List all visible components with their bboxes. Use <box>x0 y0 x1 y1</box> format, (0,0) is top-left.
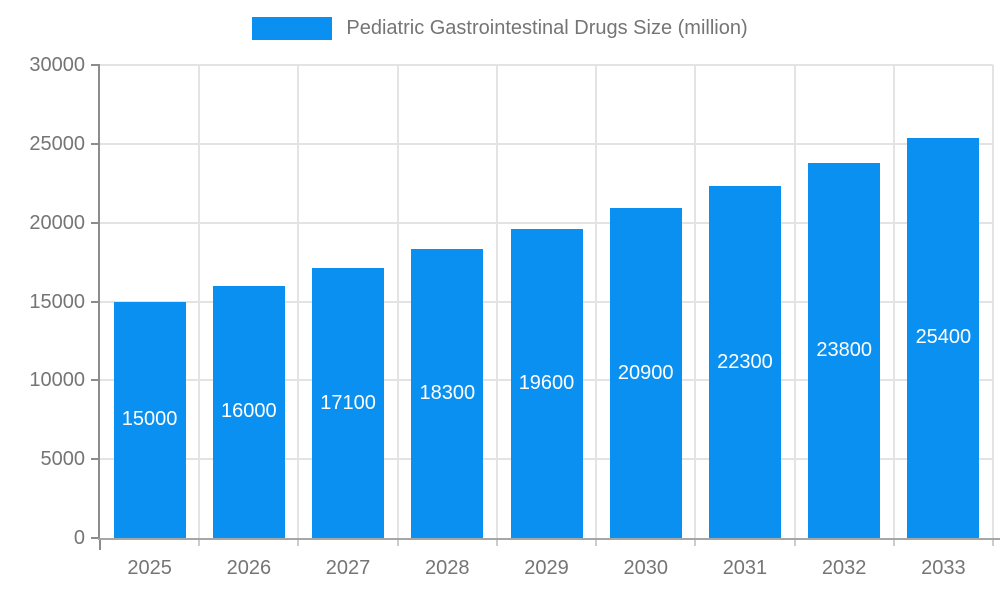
x-axis-label: 2031 <box>722 557 768 579</box>
y-gridline <box>100 142 993 145</box>
x-axis-label: 2029 <box>524 557 569 579</box>
y-axis-label: 20000 <box>29 211 85 234</box>
x-axis-label: 2025 <box>127 557 172 579</box>
x-axis-line <box>98 538 1000 540</box>
y-tick <box>91 537 100 539</box>
bar: 15000 <box>113 301 186 538</box>
x-tick <box>793 538 796 546</box>
bar: 23800 <box>808 162 881 538</box>
bar: 20900 <box>609 208 682 538</box>
x-tick <box>595 538 598 546</box>
y-tick <box>91 379 100 382</box>
bar-value-label: 23800 <box>816 338 872 361</box>
bar-value-label: 18300 <box>419 382 476 405</box>
bar-value-label: 16000 <box>221 400 277 423</box>
x-gridline <box>396 65 399 538</box>
x-gridline <box>198 65 201 538</box>
x-gridline <box>992 65 994 538</box>
chart-legend[interactable]: Pediatric Gastrointestinal Drugs Size (m… <box>0 17 1000 40</box>
y-tick <box>91 64 100 66</box>
y-axis-label: 10000 <box>29 369 85 392</box>
x-gridline <box>793 65 796 538</box>
x-tick <box>694 538 697 546</box>
bar-value-label: 22300 <box>717 350 773 373</box>
y-axis-line <box>98 65 100 538</box>
x-axis-label: 2032 <box>821 557 867 579</box>
y-tick <box>91 221 100 224</box>
x-axis-label: 2033 <box>921 557 966 579</box>
x-tick <box>99 538 101 550</box>
x-tick <box>297 538 300 546</box>
x-gridline <box>595 65 598 538</box>
bar: 22300 <box>708 186 781 538</box>
x-tick <box>892 538 895 546</box>
x-tick <box>495 538 498 546</box>
y-tick <box>91 142 100 145</box>
x-tick <box>396 538 399 546</box>
legend-label: Pediatric Gastrointestinal Drugs Size (m… <box>346 17 748 39</box>
x-gridline <box>495 65 498 538</box>
bar: 19600 <box>510 228 583 538</box>
bar-value-label: 19600 <box>518 371 575 394</box>
y-axis-label: 15000 <box>29 290 85 313</box>
y-axis-label: 0 <box>73 527 85 549</box>
legend-swatch-icon <box>252 17 333 40</box>
bar-value-label: 20900 <box>617 361 674 384</box>
bar: 18300 <box>411 249 484 538</box>
x-axis-label: 2030 <box>623 557 668 579</box>
bar: 17100 <box>312 268 385 538</box>
bar: 25400 <box>907 137 980 538</box>
y-axis-label: 25000 <box>29 132 85 155</box>
y-axis-label: 30000 <box>29 54 85 76</box>
y-gridline <box>100 221 993 224</box>
bar-value-label: 15000 <box>121 408 178 431</box>
x-gridline <box>297 65 300 538</box>
x-tick <box>198 538 201 546</box>
bar-value-label: 17100 <box>320 391 376 414</box>
x-axis-label: 2026 <box>226 557 272 579</box>
x-axis-label: 2027 <box>325 557 371 579</box>
x-gridline <box>892 65 895 538</box>
y-axis-label: 5000 <box>40 448 86 471</box>
bar-value-label: 25400 <box>915 326 972 349</box>
bar: 16000 <box>212 285 285 538</box>
x-tick <box>992 538 994 546</box>
x-axis-label: 2028 <box>425 557 470 579</box>
y-tick <box>91 458 100 461</box>
x-gridline <box>694 65 697 538</box>
y-tick <box>91 300 100 303</box>
y-gridline <box>100 64 993 66</box>
